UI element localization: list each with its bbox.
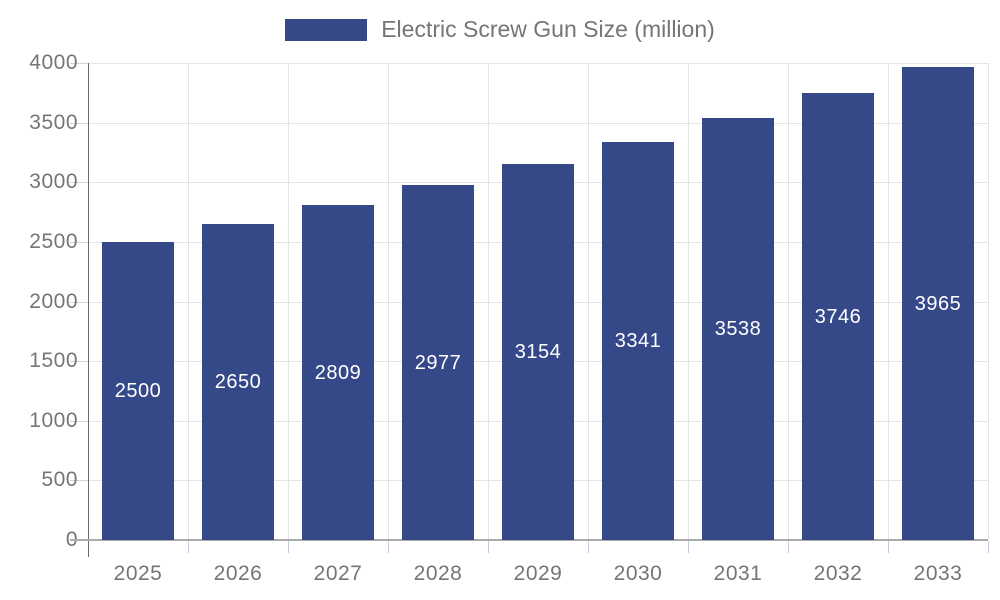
y-axis-tick-label: 2500 — [29, 229, 78, 253]
gridline-vertical — [788, 63, 789, 540]
y-axis-tick-label: 0 — [65, 528, 78, 551]
gridline-vertical — [288, 63, 289, 540]
gridline-vertical — [388, 63, 389, 540]
x-axis-tick — [688, 541, 689, 553]
x-axis-tick — [588, 541, 589, 553]
bar-value-label: 3965 — [914, 292, 962, 315]
bar-value-label: 3746 — [814, 305, 862, 328]
x-axis-tick — [288, 541, 289, 553]
bar-value-label: 2809 — [314, 361, 362, 384]
bar-2029[interactable] — [502, 163, 574, 540]
gridline-vertical — [988, 63, 989, 540]
y-axis-line — [88, 63, 89, 557]
gridline-vertical — [488, 63, 489, 540]
bar-value-label: 3538 — [714, 318, 762, 340]
y-axis-tick-label: 4000 — [29, 51, 78, 74]
y-axis-tick — [70, 182, 88, 184]
legend-label: Electric Screw Gun Size (million) — [381, 16, 715, 42]
gridline-horizontal — [88, 63, 988, 64]
bar-2032[interactable] — [802, 93, 874, 540]
y-axis-tick — [70, 241, 88, 243]
legend-swatch — [285, 18, 368, 41]
x-axis-tick-label: 2025 — [113, 562, 163, 585]
y-axis-tick-label: 1000 — [29, 408, 78, 432]
y-axis-tick-label: 3500 — [29, 110, 78, 134]
x-axis-tick-label: 2033 — [913, 562, 963, 585]
y-axis-tick-label: 500 — [41, 468, 78, 492]
x-axis-tick-label: 2026 — [213, 562, 263, 585]
x-axis-tick — [488, 541, 489, 553]
y-axis-tick-label: 2000 — [29, 289, 78, 313]
bar-2027[interactable] — [302, 205, 374, 540]
y-axis-tick — [70, 420, 88, 422]
x-axis-tick-label: 2030 — [613, 562, 663, 585]
x-axis-tick — [388, 541, 389, 553]
bar-2028[interactable] — [402, 185, 474, 540]
bar-value-label: 2977 — [414, 351, 462, 374]
x-axis-tick-label: 2028 — [413, 562, 463, 585]
bar-2026[interactable] — [202, 224, 274, 540]
y-axis-tick — [70, 63, 88, 64]
x-axis-tick-label: 2029 — [513, 562, 563, 585]
gridline-vertical — [888, 63, 889, 540]
gridline-vertical — [588, 63, 589, 540]
y-axis-tick-label: 3000 — [29, 170, 78, 194]
bar-value-label: 3341 — [614, 329, 662, 352]
x-axis-tick — [988, 541, 989, 553]
y-axis-tick — [70, 361, 88, 363]
gridline-vertical — [688, 63, 689, 540]
bar-2033[interactable] — [902, 67, 974, 540]
bar-value-label: 3154 — [514, 340, 562, 363]
x-axis-tick — [188, 541, 189, 553]
bar-2025[interactable] — [102, 241, 174, 540]
y-axis-tick — [70, 122, 88, 124]
x-axis-tick-label: 2027 — [313, 562, 363, 585]
x-axis-line — [70, 539, 988, 541]
y-axis-tick — [70, 480, 88, 482]
y-axis-tick-label: 1500 — [29, 349, 78, 373]
bar-value-label: 2500 — [114, 379, 162, 402]
x-axis-tick-label: 2031 — [713, 562, 763, 585]
gridline-horizontal — [88, 122, 988, 124]
x-axis-tick — [888, 541, 889, 553]
x-axis-tick-label: 2032 — [813, 562, 863, 585]
x-axis-tick — [788, 541, 789, 553]
bar-2031[interactable] — [702, 118, 774, 540]
bar-2030[interactable] — [602, 141, 674, 540]
bar-value-label: 2650 — [214, 371, 262, 393]
gridline-vertical — [188, 63, 189, 540]
y-axis-tick — [70, 301, 88, 303]
legend[interactable]: Electric Screw Gun Size (million) — [0, 16, 1000, 43]
